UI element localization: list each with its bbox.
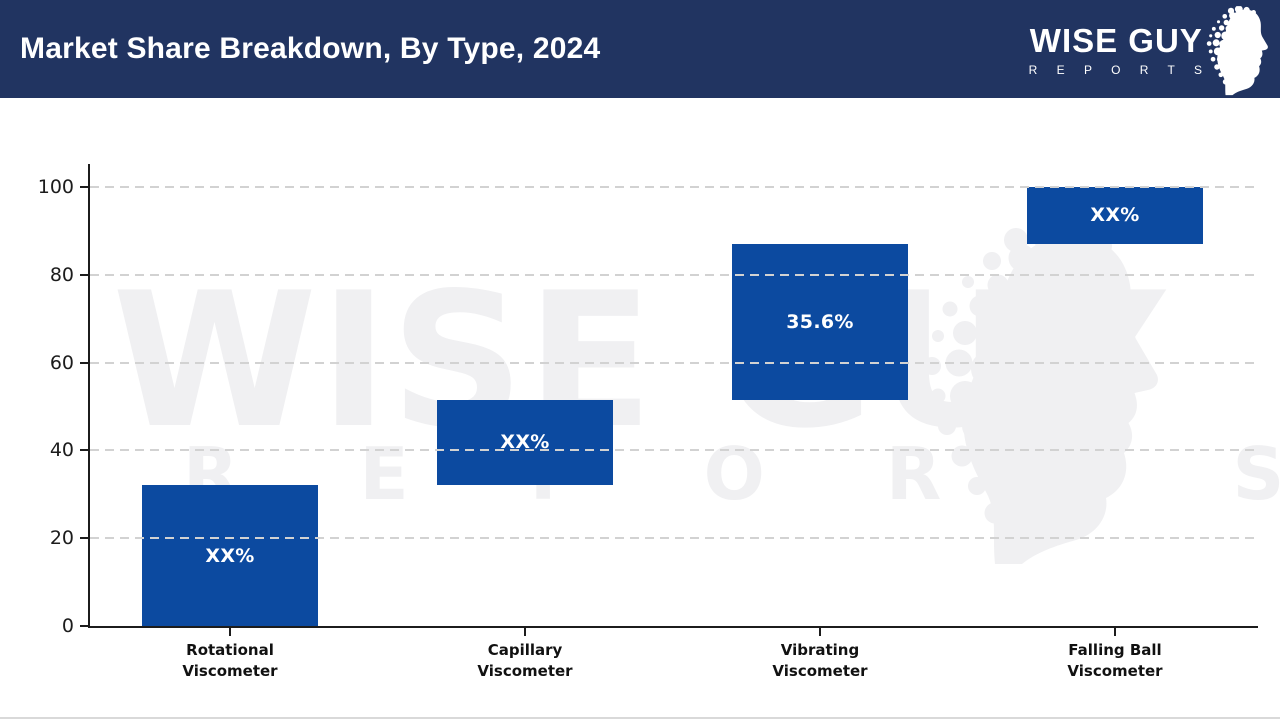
chart-plot-area: 0 20 40 60 80 100 XX% Rotational Viscometer XX% C…: [0, 98, 1280, 720]
header-bar: Market Share Breakdown, By Type, 2024 WI…: [0, 0, 1280, 98]
y-tick-80: [80, 273, 88, 276]
y-tick-20: [80, 537, 88, 540]
y-tick-label-20: 20: [49, 527, 74, 550]
y-tick-label-100: 100: [37, 176, 74, 198]
logo-wiseguy-label: WISE GUY: [1029, 22, 1203, 59]
x-category-label-4: Falling Ball Viscometer: [1067, 641, 1163, 680]
y-tick-100: [80, 186, 88, 188]
bar-value-label-2: XX%: [500, 431, 550, 454]
gridline-y-20: [90, 537, 1258, 540]
y-tick-label-0: 0: [61, 615, 74, 637]
y-tick-40: [80, 449, 88, 452]
x-tick-3: [819, 628, 821, 636]
x-tick-1: [229, 628, 231, 636]
bar-value-label-1: XX%: [205, 544, 255, 567]
y-tick-0: [80, 625, 88, 627]
logo-text: WISE GUY R E P O R T S: [1023, 22, 1210, 77]
gridline-y-60: [90, 361, 1258, 364]
bar-3: 35.6%: [732, 243, 908, 400]
x-category-label-3: Vibrating Viscometer: [772, 641, 868, 680]
bar-2: XX%: [437, 399, 613, 486]
x-tick-2: [524, 628, 526, 636]
bar-value-label-3: 35.6%: [786, 310, 854, 333]
x-tick-4: [1114, 628, 1116, 636]
gridline-y-80: [90, 273, 1258, 276]
gridline-y-100: [90, 186, 1258, 188]
logo-head-icon: [1192, 6, 1270, 96]
logo-reports-label: R E P O R T S: [1028, 63, 1210, 77]
chart-title: Market Share Breakdown, By Type, 2024: [20, 32, 601, 65]
bar-4: XX%: [1027, 187, 1203, 244]
y-tick-60: [80, 361, 88, 364]
logo: WISE GUY R E P O R T S: [1010, 4, 1270, 94]
x-category-label-2: Capillary Viscometer: [477, 641, 573, 680]
y-tick-label-80: 80: [49, 263, 74, 286]
x-category-label-1: Rotational Viscometer: [182, 641, 278, 680]
x-axis-line: [88, 626, 1258, 628]
y-axis-line: [88, 164, 90, 628]
y-tick-label-60: 60: [49, 351, 74, 374]
y-tick-label-40: 40: [49, 439, 74, 462]
gridline-y-40: [90, 449, 1258, 452]
bar-1: XX%: [142, 485, 318, 626]
footer-divider: [0, 717, 1280, 719]
bar-value-label-4: XX%: [1090, 204, 1140, 227]
